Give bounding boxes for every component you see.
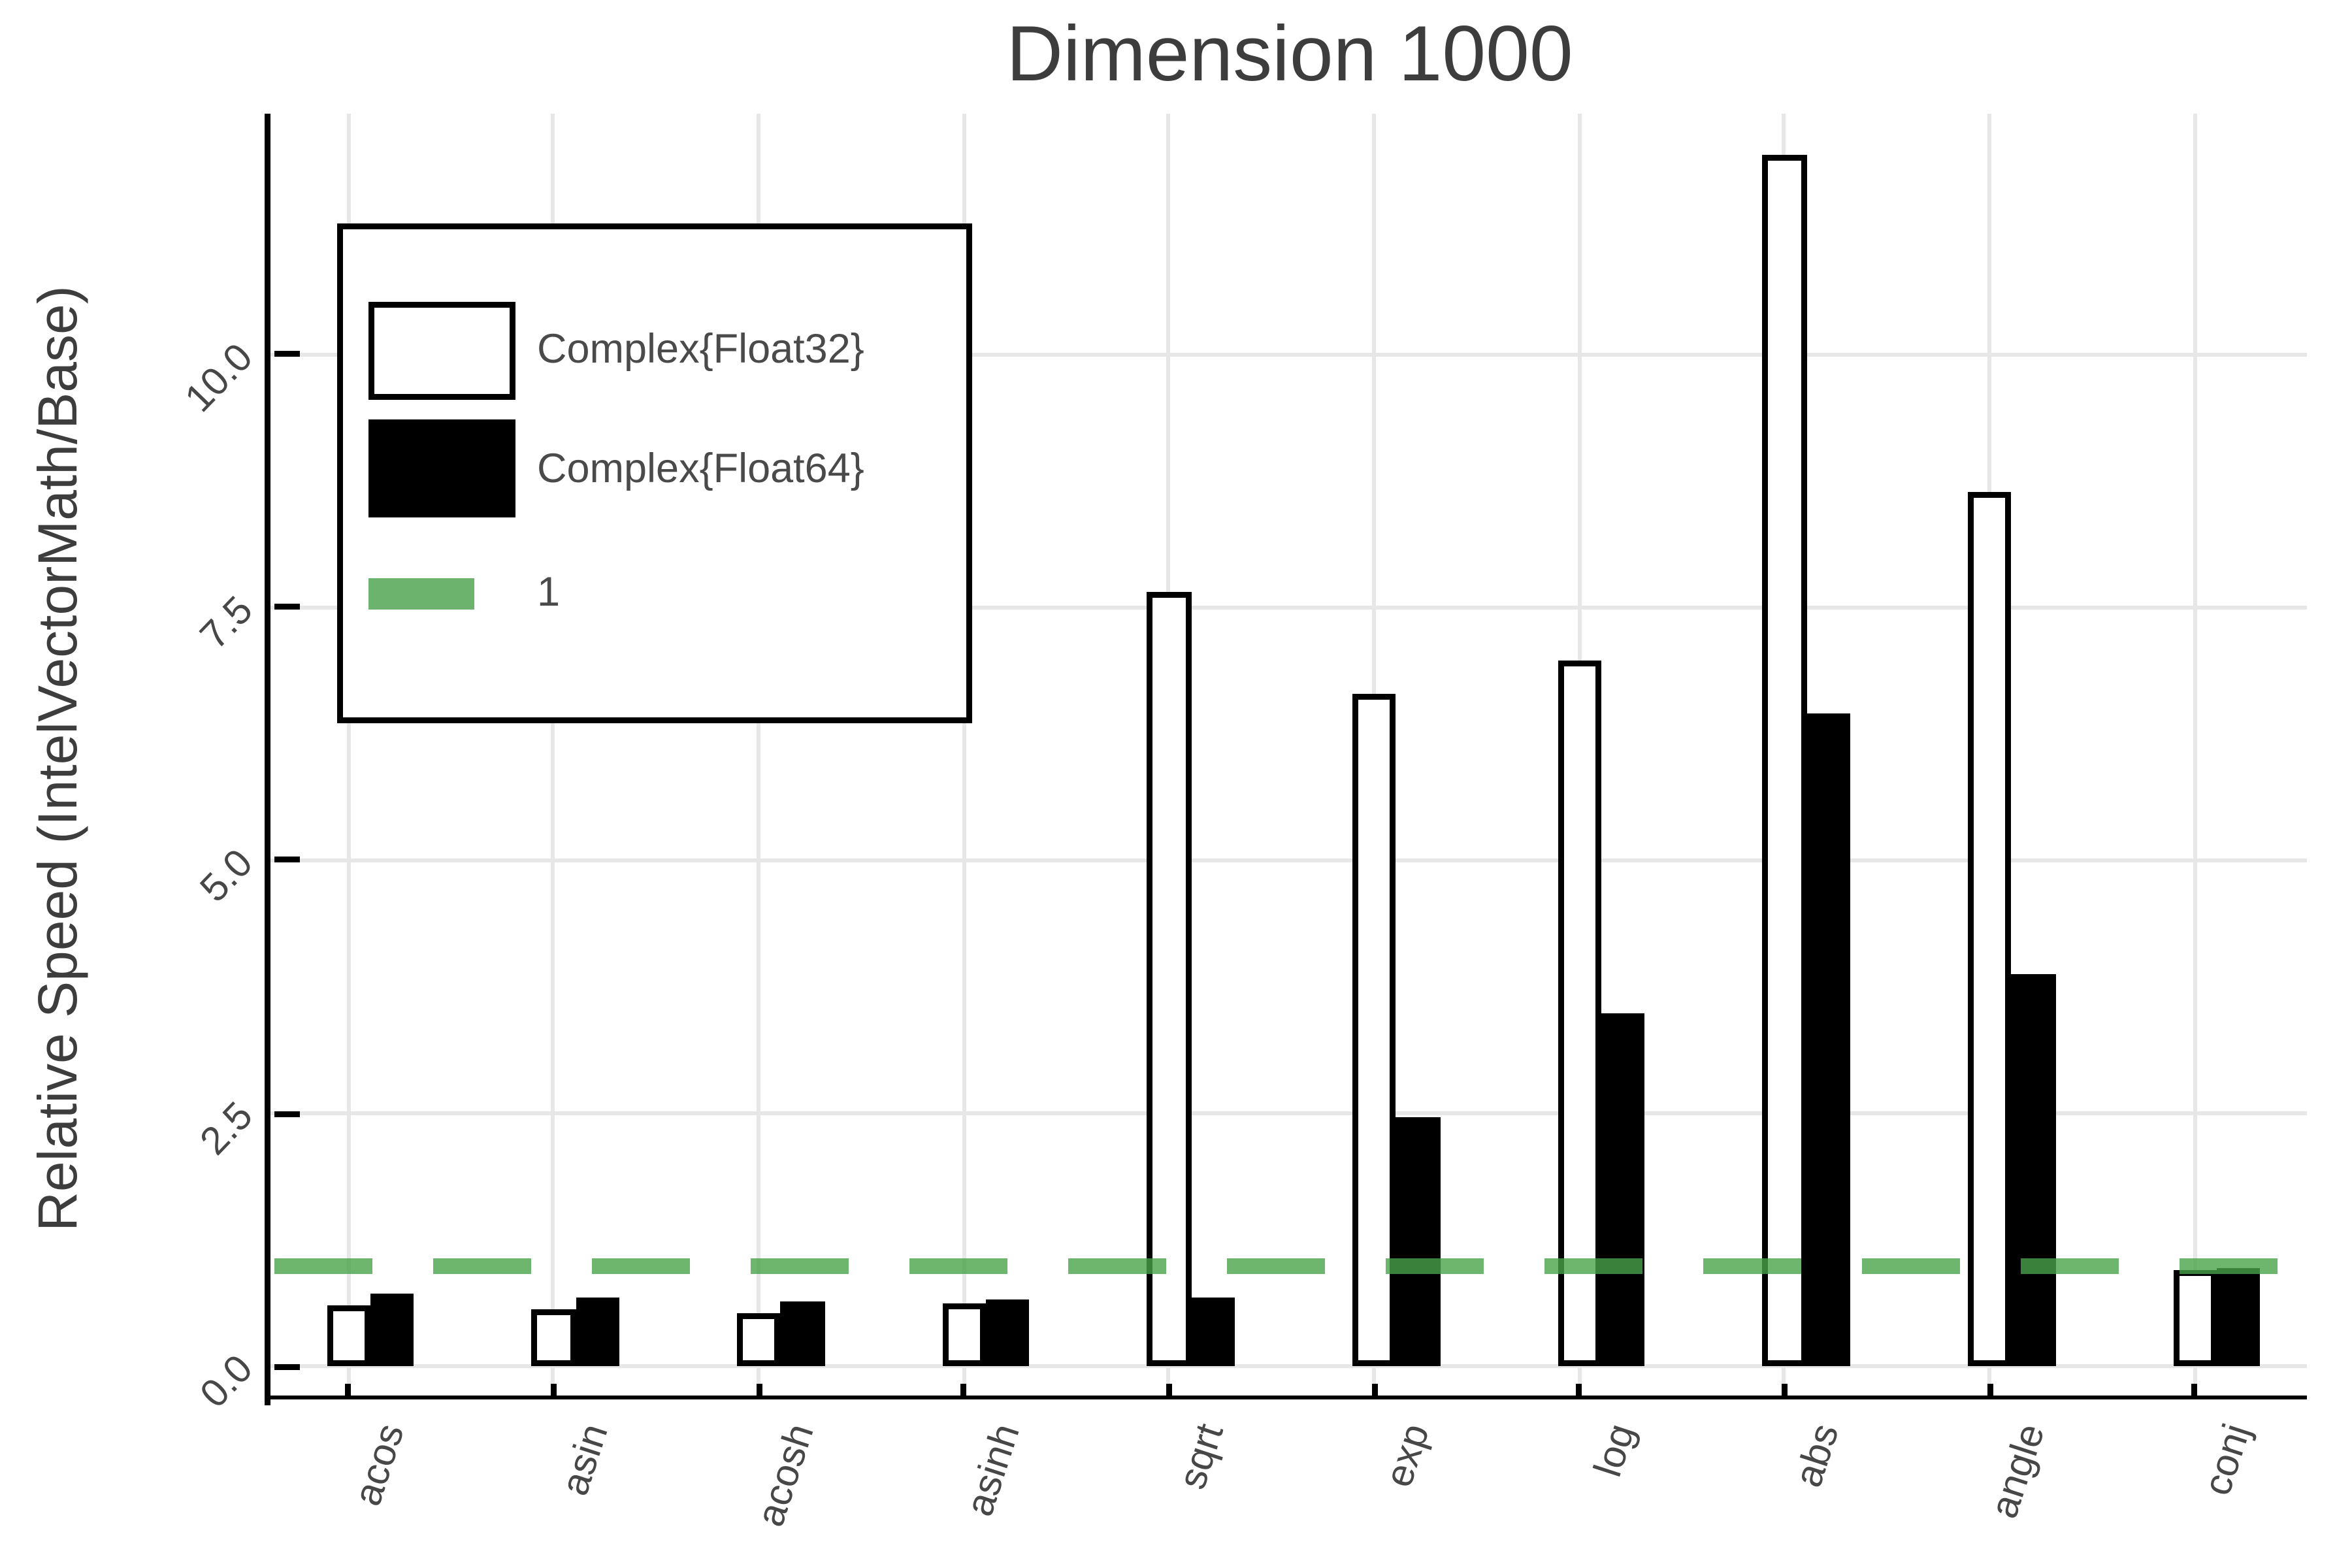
x-axis-tick [1781,1384,1788,1400]
y-axis-tick [274,604,300,610]
horizontal-gridline [270,605,2307,610]
black-bar-swatch [368,419,515,517]
x-tick-label-asin: asin [555,1419,618,1501]
reference-line-y1 [274,1257,2307,1273]
y-axis-tick [274,1364,300,1370]
x-axis-tick [1576,1384,1582,1400]
bar-float32-sqrt [1147,591,1191,1367]
white-bar-swatch [368,302,515,400]
x-tick-label-abs: abs [1788,1419,1849,1493]
legend-label-float32: Complex{Float32} [537,327,864,372]
legend-label-reference: 1 [537,570,561,615]
bar-float64-sqrt [1190,1298,1235,1367]
y-tick-label-5.0: 5.0 [193,841,262,911]
horizontal-gridline [270,858,2307,862]
y-axis-tick [274,857,300,864]
y-tick-label-0.0: 0.0 [193,1348,262,1418]
x-tick-label-acosh: acosh [749,1419,823,1532]
vertical-gridline [346,114,351,1400]
horizontal-gridline [270,1364,2307,1369]
vertical-gridline [757,114,761,1400]
bar-float32-conj [2172,1270,2217,1367]
bar-float32-angle [1967,493,2012,1367]
horizontal-gridline [270,1111,2307,1116]
bar-float32-abs [1762,154,1806,1367]
bar-float32-asinh [941,1303,986,1367]
bar-float32-acosh [736,1313,781,1367]
bar-float64-conj [2216,1267,2261,1367]
x-axis-tick [1371,1384,1377,1400]
x-tick-label-conj: conj [2196,1419,2259,1501]
bar-float64-acos [370,1292,414,1367]
legend-label-float64: Complex{Float64} [537,447,864,492]
x-tick-label-angle: angle [1983,1419,2054,1524]
legend-box: Complex{Float32} Complex{Float64} 1 [337,223,972,723]
bar-float32-log [1557,659,1601,1367]
y-axis-spine [265,114,270,1406]
x-axis-tick [755,1384,762,1400]
y-axis-tick [274,351,300,357]
bar-float32-exp [1352,693,1396,1367]
bar-float64-asin [575,1298,619,1367]
bar-float32-asin [531,1310,576,1367]
bar-float64-exp [1396,1117,1440,1367]
x-axis-tick [345,1384,351,1400]
bar-float32-acos [326,1305,370,1367]
bar-float64-angle [2011,974,2055,1367]
x-axis-tick [2191,1384,2198,1400]
x-tick-label-log: log [1586,1419,1644,1482]
y-tick-label-2.5: 2.5 [193,1094,262,1164]
y-axis-label: Relative Speed (IntelVectorMath/Base) [27,286,88,1232]
x-axis-tick [960,1384,967,1400]
bar-float64-log [1601,1014,1645,1367]
vertical-gridline [551,114,556,1400]
x-tick-label-asinh: asinh [958,1419,1028,1522]
x-axis-spine [265,1394,2307,1400]
horizontal-gridline [270,351,2307,356]
x-tick-label-exp: exp [1378,1419,1439,1493]
x-tick-label-acos: acos [346,1419,413,1511]
y-tick-label-7.5: 7.5 [193,588,262,658]
x-axis-tick [1986,1384,1993,1400]
chart-title: Dimension 1000 [1006,12,1573,98]
y-axis-tick [274,1110,300,1117]
bar-float64-acosh [780,1301,825,1367]
vertical-gridline [2193,114,2197,1400]
x-tick-label-sqrt: sqrt [1172,1419,1233,1495]
vertical-gridline [962,114,966,1400]
bar-float64-asinh [985,1299,1030,1367]
green-line-swatch [368,578,474,610]
y-tick-label-10.0: 10.0 [178,335,262,421]
x-axis-tick [550,1384,557,1400]
x-axis-tick [1166,1384,1172,1400]
